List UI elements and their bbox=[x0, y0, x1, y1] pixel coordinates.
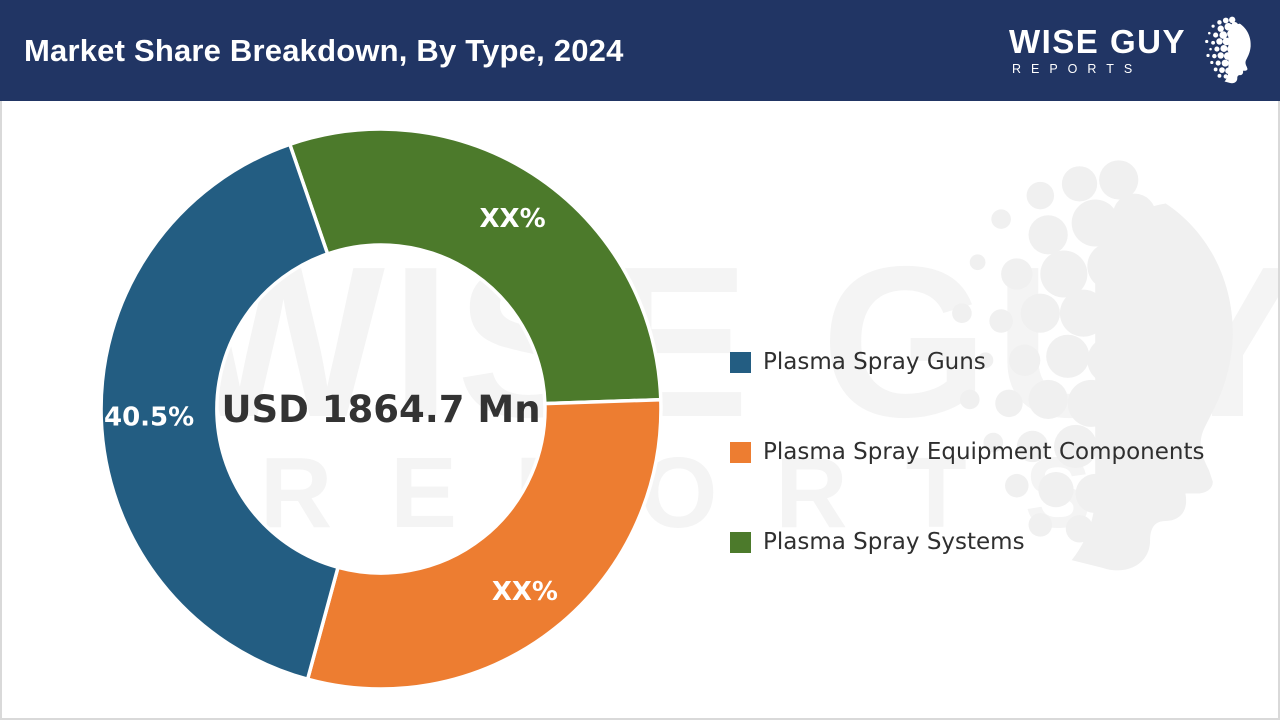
legend-swatch-blue bbox=[730, 351, 751, 373]
legend-item-plasma-spray-systems: Plasma Spray Systems bbox=[730, 527, 1205, 557]
segment-percent-label: XX% bbox=[480, 204, 546, 234]
donut-segment-plasma-spray-guns bbox=[99, 142, 341, 682]
donut-center-value: USD 1864.7 Mn bbox=[221, 388, 540, 431]
segment-percent-label: 40.5% bbox=[104, 403, 194, 433]
brand-logo-subtitle: REPORTS bbox=[1011, 62, 1143, 76]
legend-swatch-green bbox=[730, 531, 751, 553]
legend-label: Plasma Spray Equipment Components bbox=[763, 439, 1205, 465]
brand-logo-text: WISE GUY REPORTS bbox=[1009, 25, 1186, 76]
legend-label: Plasma Spray Guns bbox=[763, 349, 986, 375]
brand-head-icon bbox=[1205, 16, 1251, 83]
legend-item-plasma-spray-guns: Plasma Spray Guns bbox=[730, 347, 1205, 377]
donut-chart: XX% XX% 40.5% USD 1864.7 Mn bbox=[99, 127, 663, 691]
segment-percent-label: XX% bbox=[492, 577, 558, 607]
chart-area: WISE GUY REPORTS XX% XX% 40.5% USD 1864.7 M… bbox=[0, 101, 1280, 720]
brand-logo-wordmark: WISE GUY bbox=[1008, 23, 1186, 60]
legend-label: Plasma Spray Systems bbox=[763, 529, 1025, 555]
legend-swatch-orange bbox=[730, 441, 751, 463]
page-title: Market Share Breakdown, By Type, 2024 bbox=[24, 32, 624, 68]
legend-item-plasma-spray-equipment-components: Plasma Spray Equipment Components bbox=[730, 437, 1205, 467]
header-bar: Market Share Breakdown, By Type, 2024 WI… bbox=[0, 0, 1280, 101]
chart-legend: Plasma Spray Guns Plasma Spray Equipment… bbox=[730, 347, 1205, 617]
watermark-reports: REPORTS bbox=[260, 437, 1150, 549]
donut-segment-plasma-spray-systems bbox=[287, 127, 663, 406]
brand-logo: WISE GUY REPORTS bbox=[1009, 16, 1254, 86]
donut-segment-plasma-spray-equipment-components bbox=[305, 397, 663, 691]
